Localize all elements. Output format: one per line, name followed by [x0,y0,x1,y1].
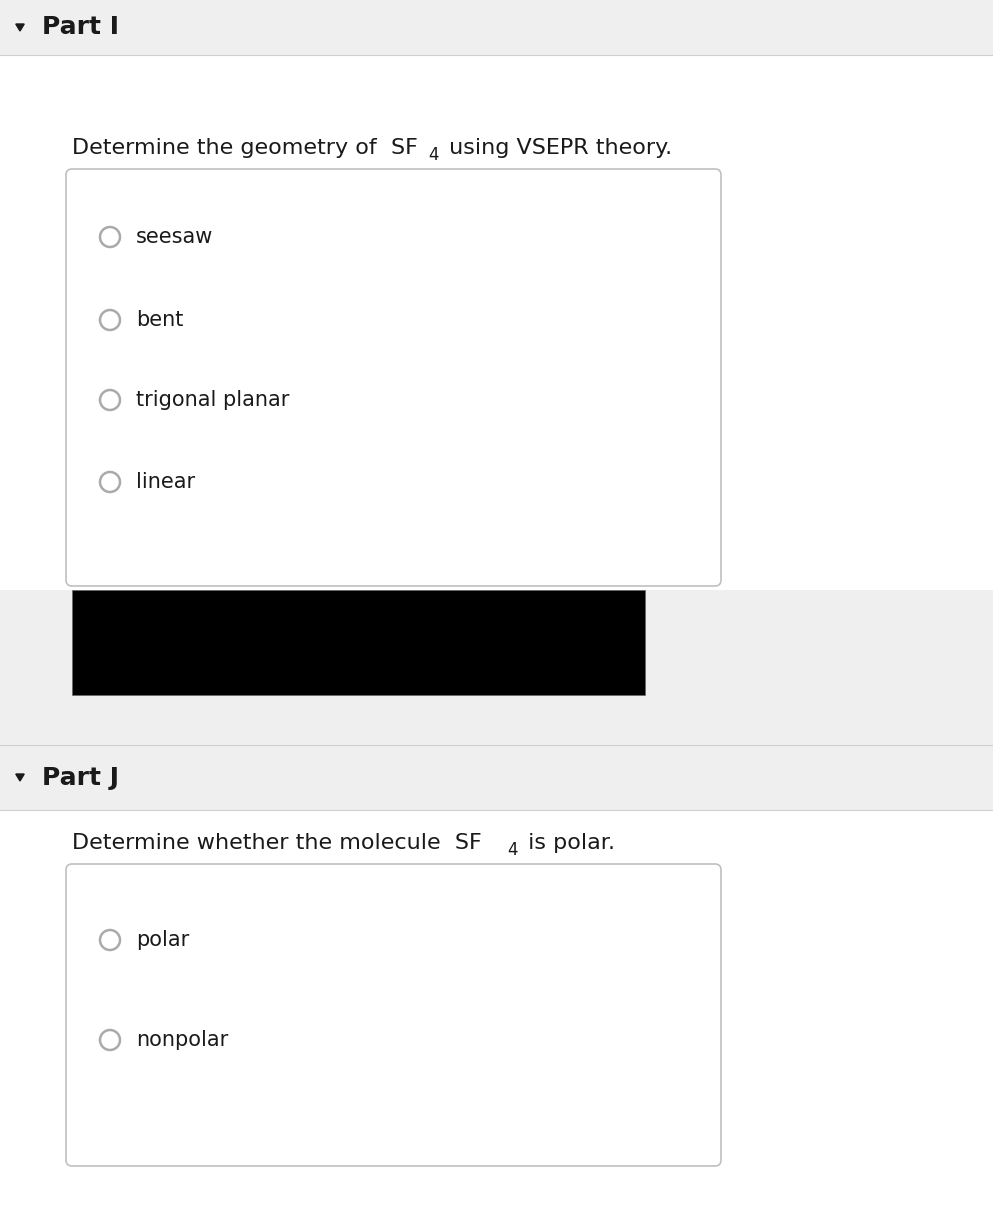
Text: using VSEPR theory.: using VSEPR theory. [442,138,672,158]
FancyBboxPatch shape [66,864,721,1166]
Text: Part I: Part I [42,16,119,39]
Text: trigonal planar: trigonal planar [136,390,289,410]
FancyBboxPatch shape [0,810,993,1218]
FancyBboxPatch shape [66,169,721,586]
Text: Determine the geometry of  SF: Determine the geometry of SF [72,138,418,158]
FancyBboxPatch shape [0,745,993,810]
Text: 4: 4 [507,840,517,859]
Text: Part J: Part J [42,765,119,789]
Polygon shape [16,773,24,781]
Text: nonpolar: nonpolar [136,1030,228,1050]
Text: linear: linear [136,473,196,492]
Polygon shape [16,24,24,30]
Text: Determine whether the molecule  SF: Determine whether the molecule SF [72,833,482,853]
FancyBboxPatch shape [0,55,993,590]
Text: seesaw: seesaw [136,227,213,247]
FancyBboxPatch shape [72,590,645,695]
Text: bent: bent [136,311,184,330]
FancyBboxPatch shape [0,0,993,55]
Text: 4: 4 [428,146,439,164]
Text: is polar.: is polar. [521,833,615,853]
Text: polar: polar [136,931,190,950]
